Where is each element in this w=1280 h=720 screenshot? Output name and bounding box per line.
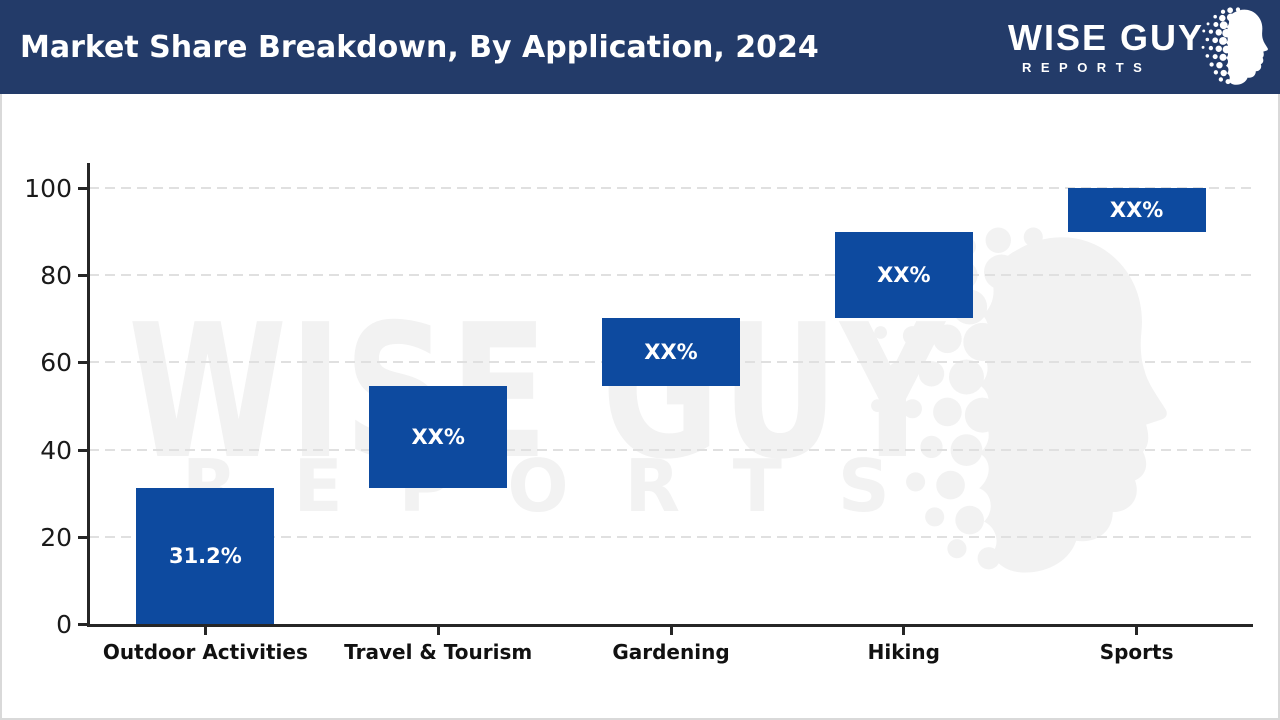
x-tick-sports [1135, 627, 1139, 635]
watermark-subtitle: REPORTS [182, 444, 946, 528]
gridline-20 [89, 535, 1253, 538]
bar-value-label-hiking: XX% [877, 262, 931, 287]
x-axis-line [87, 624, 1253, 627]
y-tick-label-40: 40 [40, 435, 72, 465]
bar-value-label-sports: XX% [1109, 197, 1164, 222]
page-title: Market Share Breakdown, By Application, … [20, 29, 819, 65]
header: Market Share Breakdown, By Application, … [0, 0, 1280, 94]
bar-value-label-outdoor-activities: 31.2% [168, 543, 242, 568]
x-category-label-travel-tourism: Travel & Tourism [344, 640, 533, 664]
x-category-label-sports: Sports [1099, 640, 1174, 664]
y-tick-40 [78, 448, 87, 452]
bar-hiking: XX% [834, 231, 973, 319]
gridline-80 [89, 274, 1253, 277]
brand-logo: WISE GUY REPORTS [1008, 6, 1270, 88]
y-tick-80 [78, 274, 87, 278]
logo-wordmark: WISE GUY [1007, 16, 1204, 58]
gridline-100 [89, 187, 1253, 189]
y-tick-label-0: 0 [56, 610, 72, 639]
bar-outdoor-activities: 31.2% [136, 487, 275, 624]
logo-head-icon [1201, 7, 1268, 85]
x-tick-outdoor-activities [203, 627, 207, 635]
x-tick-gardening [669, 627, 673, 635]
y-tick-20 [78, 535, 87, 539]
gridline-40 [89, 448, 1253, 451]
y-tick-label-80: 80 [40, 261, 72, 291]
x-category-label-outdoor-activities: Outdoor Activities [102, 640, 308, 664]
x-tick-travel-tourism [436, 627, 440, 635]
y-tick-100 [78, 187, 87, 190]
bar-travel-tourism: XX% [369, 386, 508, 488]
bar-gardening: XX% [602, 318, 740, 387]
y-axis-line [87, 163, 90, 627]
bar-sports: XX% [1067, 188, 1206, 232]
y-tick-0 [78, 623, 87, 626]
x-category-label-hiking: Hiking [867, 640, 940, 664]
y-tick-label-100: 100 [24, 174, 72, 203]
watermark-wordmark: WISE GUY [128, 284, 947, 500]
logo-text: WISE GUY REPORTS [1007, 16, 1204, 75]
y-tick-label-20: 20 [40, 522, 72, 552]
x-tick-hiking [902, 627, 906, 635]
y-tick-label-60: 60 [40, 348, 72, 378]
logo-subtitle: REPORTS [1021, 59, 1152, 75]
x-category-label-gardening: Gardening [612, 640, 730, 664]
bar-value-label-gardening: XX% [644, 340, 698, 365]
y-tick-60 [78, 361, 87, 365]
bar-value-label-travel-tourism: XX% [411, 425, 465, 450]
